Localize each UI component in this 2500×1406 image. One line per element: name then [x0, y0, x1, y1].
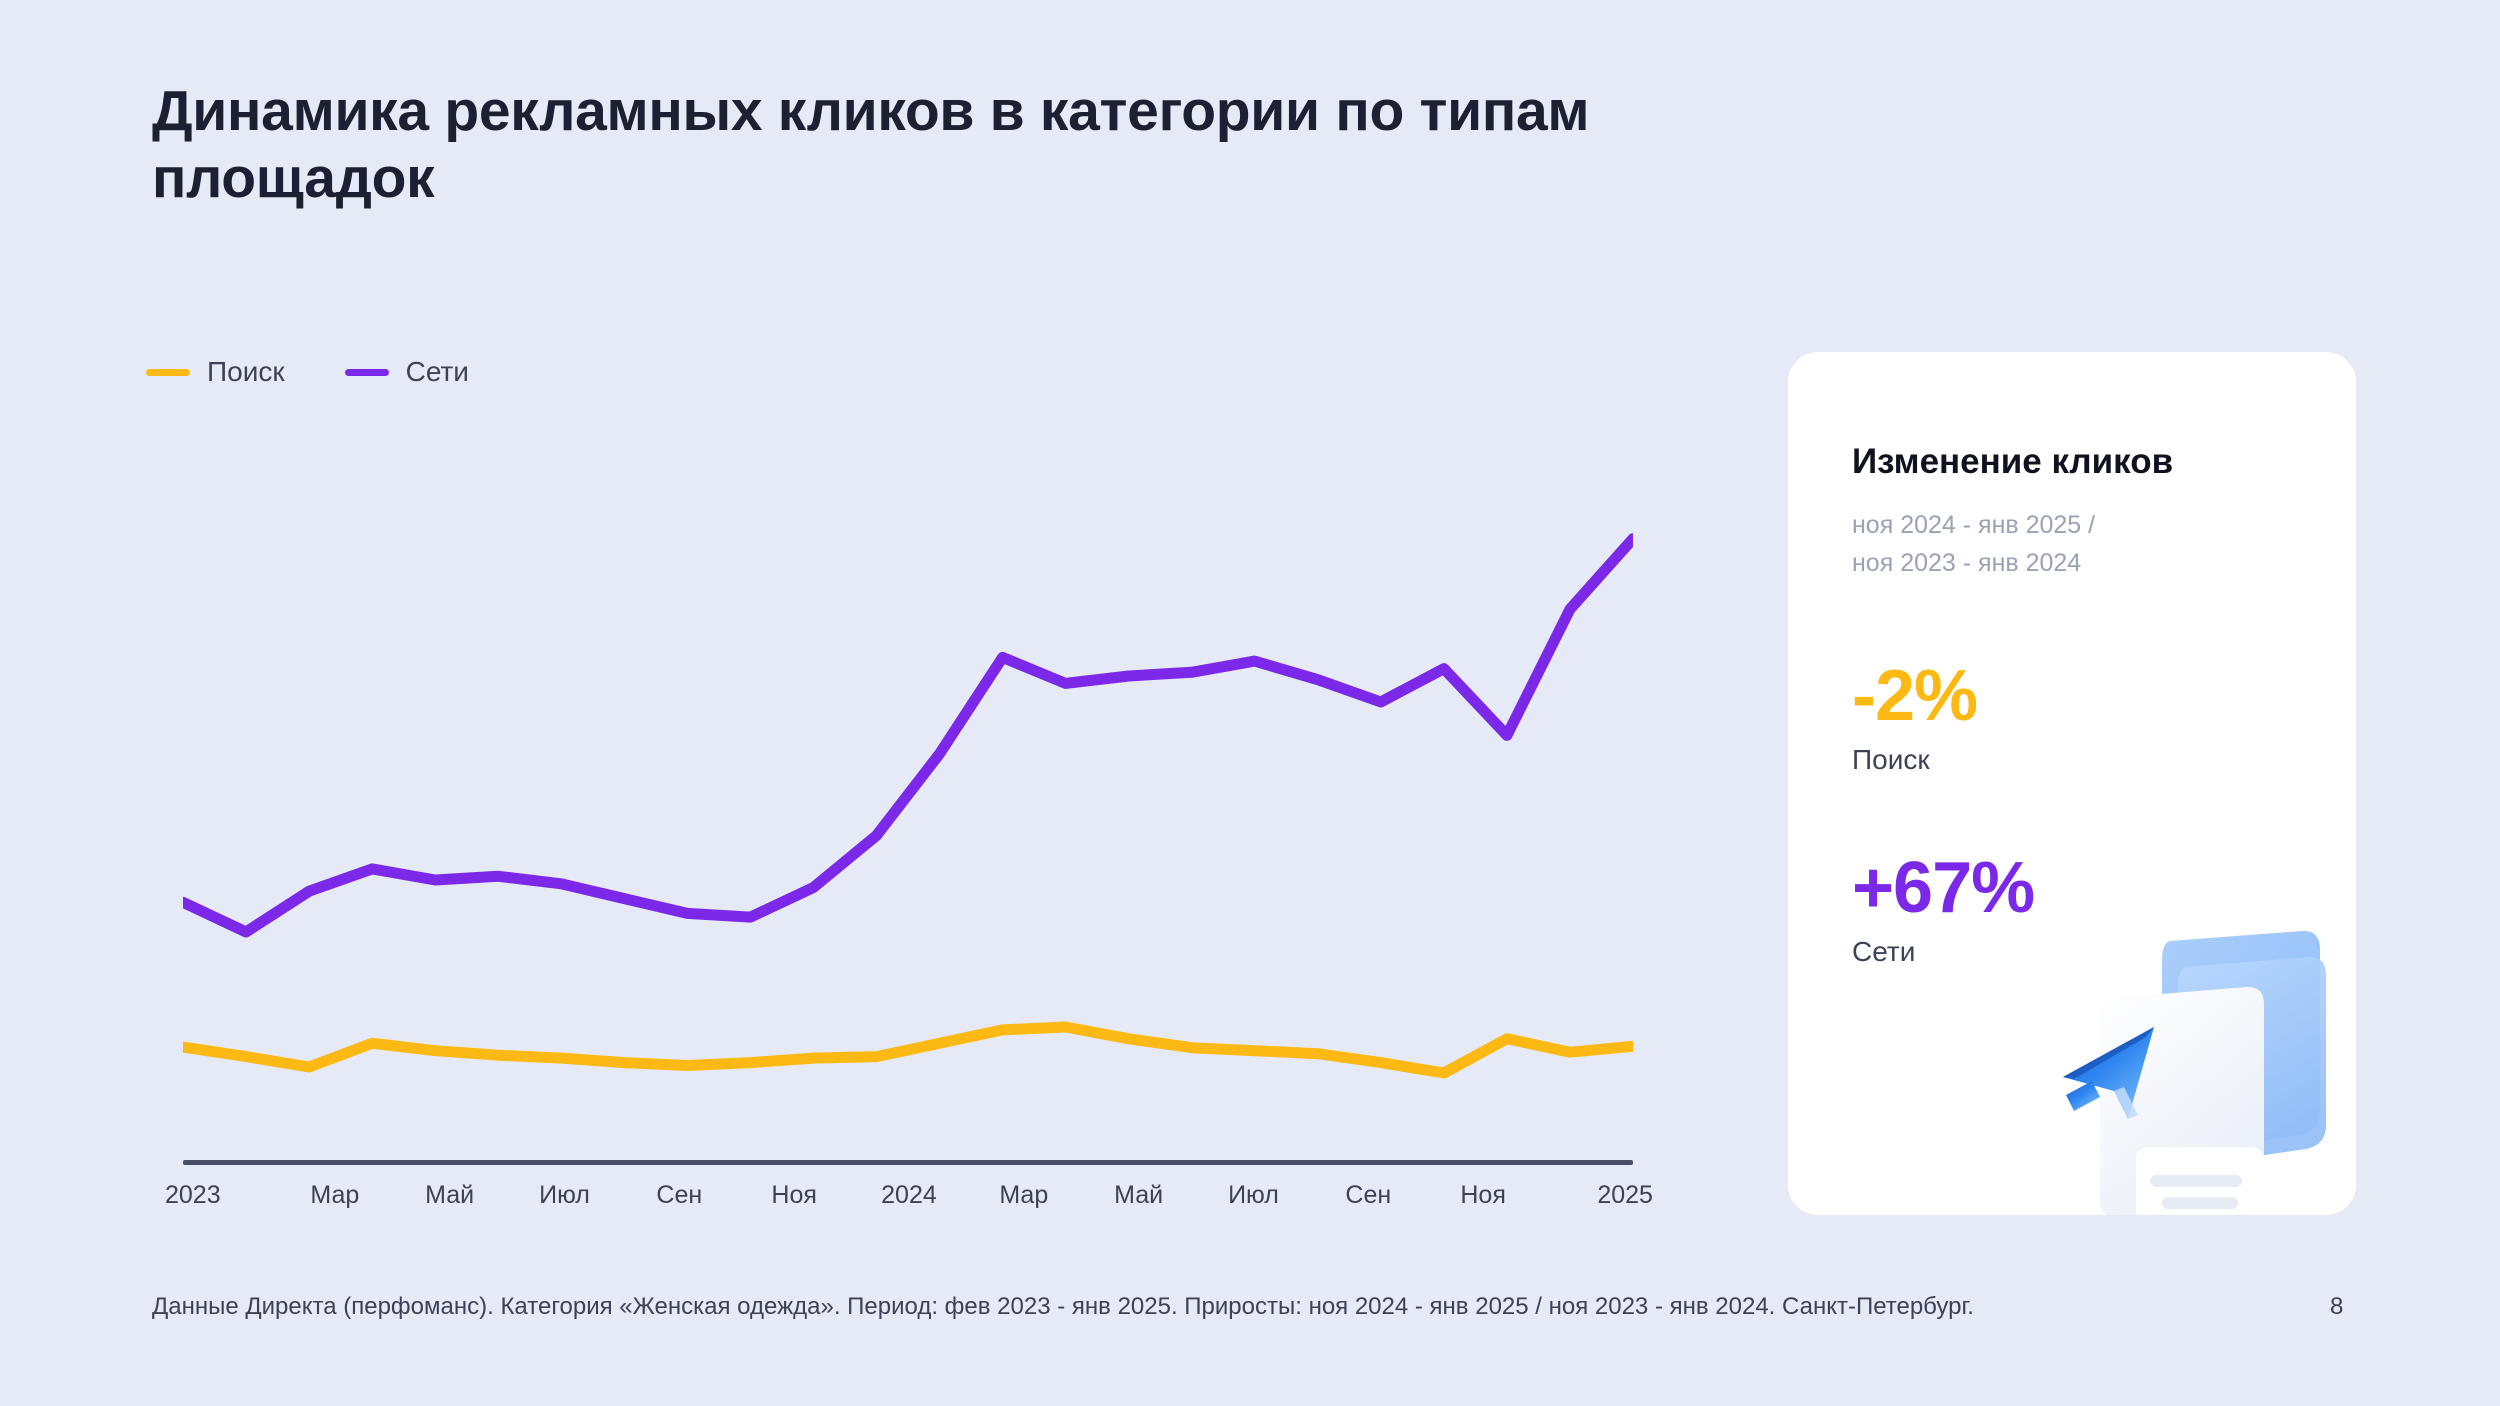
page-number: 8: [2330, 1293, 2344, 1320]
chart-canvas: [183, 533, 1633, 1079]
x-tick-label: Ноя: [1460, 1181, 1506, 1209]
stat-value-networks: +67%: [1852, 848, 2035, 928]
x-tick-label: Май: [425, 1181, 475, 1209]
stat-search: -2% Поиск: [1852, 656, 1978, 775]
stat-value-search: -2%: [1852, 656, 1978, 736]
x-tick-label: Сен: [656, 1181, 703, 1209]
x-tick-label: Июл: [539, 1181, 590, 1209]
x-tick-label: Ноя: [771, 1181, 817, 1209]
page-title: Динамика рекламных кликов в категории по…: [152, 79, 1590, 211]
stat-caption-search: Поиск: [1852, 744, 1930, 775]
x-tick-label: Мар: [310, 1181, 360, 1209]
x-tick-label: 2023: [165, 1181, 221, 1209]
x-tick-label: Май: [1114, 1181, 1164, 1209]
x-tick-label: Сен: [1345, 1181, 1392, 1209]
legend-item-search[interactable]: Поиск: [146, 358, 285, 386]
x-tick-label: Июл: [1228, 1181, 1279, 1209]
legend-item-networks[interactable]: Сети: [344, 356, 469, 387]
series-line-search: [183, 1021, 1633, 1079]
stat-card: Изменение кликов ноя 2024 - янв 2025 / н…: [1788, 352, 2356, 1215]
line-chart: [183, 420, 1633, 1162]
stat-card-title: Изменение кликов: [1852, 442, 2174, 481]
legend-label-networks: Сети: [405, 356, 469, 387]
legend-swatch-search: [146, 368, 190, 376]
x-tick-label: Мар: [999, 1181, 1049, 1209]
chart-legend: Поиск Сети: [146, 358, 469, 386]
stat-card-period: ноя 2024 - янв 2025 / ноя 2023 - янв 202…: [1852, 511, 2096, 577]
x-axis-tick-labels: 2023 Мар Май Июл Сен Ноя 2024 Мар Май Июл Сен Ноя 20…: [165, 1175, 1653, 1215]
cursor-documents-folder-icon: [2063, 930, 2326, 1215]
stat-caption-networks: Сети: [1852, 936, 1916, 967]
legend-label-search: Поиск: [207, 356, 285, 387]
legend-swatch-networks: [344, 368, 389, 376]
series-line-networks: [183, 533, 1633, 938]
x-tick-label: 2024: [881, 1181, 937, 1209]
x-axis-line: [183, 1160, 1633, 1165]
stat-networks: +67% Сети: [1852, 848, 2035, 967]
footer-note: Данные Директа (перфоманс). Категория «Ж…: [152, 1293, 1974, 1320]
x-tick-label: 2025: [1597, 1181, 1653, 1209]
